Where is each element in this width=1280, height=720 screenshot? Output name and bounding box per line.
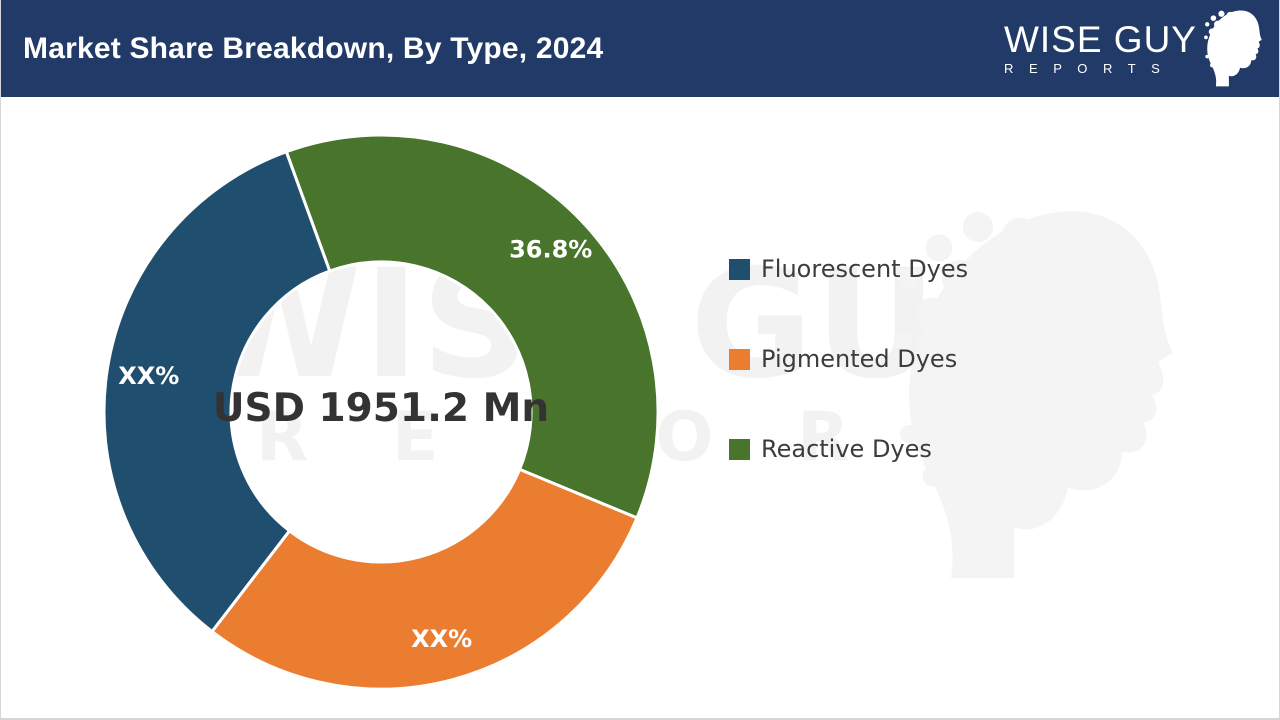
logo-sub-text: R E P O R T S [1003, 61, 1166, 76]
segment-value-label: XX% [411, 625, 472, 653]
segment-value-label: 36.8% [509, 236, 592, 264]
logo-brand-text: WISE GUY [1003, 19, 1197, 60]
legend-item-pigmented-dyes: Pigmented Dyes [729, 345, 968, 373]
legend-label: Fluorescent Dyes [761, 255, 969, 283]
legend-item-reactive-dyes: Reactive Dyes [729, 435, 968, 463]
segment-value-label: XX% [118, 362, 179, 390]
legend-label: Reactive Dyes [761, 435, 932, 463]
page-title: Market Share Breakdown, By Type, 2024 [23, 31, 604, 65]
legend: Fluorescent Dyes Pigmented Dyes Reactive D… [729, 255, 969, 526]
legend-swatch [729, 348, 750, 370]
donut-segment-reactive-dyes [284, 133, 660, 520]
legend-label: Pigmented Dyes [761, 345, 958, 373]
wiseguy-logo: WISE GUY R E P O R T S [1004, 8, 1279, 89]
legend-swatch [729, 438, 750, 460]
header-bar: Market Share Breakdown, By Type, 2024 WI… [1, 0, 1279, 97]
chart-center-value: USD 1951.2 Mn [212, 386, 550, 431]
donut-segment-pigmented-dyes [210, 467, 639, 691]
donut-segment-fluorescent-dyes [102, 150, 332, 633]
logo-text: WISE GUY R E P O R T S [1004, 21, 1197, 76]
legend-item-fluorescent-dyes: Fluorescent Dyes [729, 255, 969, 283]
legend-swatch [729, 258, 750, 280]
